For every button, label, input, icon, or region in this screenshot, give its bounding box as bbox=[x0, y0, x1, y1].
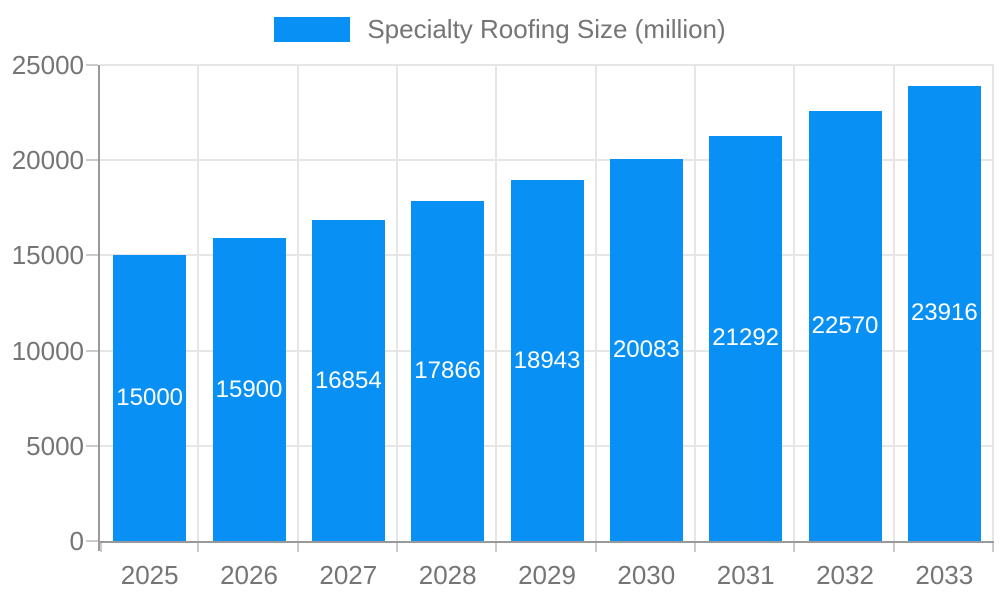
gridline-horizontal bbox=[100, 64, 994, 66]
x-axis-tick bbox=[197, 543, 200, 552]
gridline-vertical bbox=[495, 65, 498, 541]
x-tick-label: 2026 bbox=[220, 560, 278, 590]
y-axis-tick bbox=[86, 540, 98, 542]
bar: 16854 bbox=[311, 220, 385, 541]
y-axis-tick bbox=[86, 254, 98, 257]
y-tick-label: 5000 bbox=[26, 430, 84, 461]
x-axis-tick bbox=[100, 543, 102, 552]
y-axis-tick bbox=[86, 64, 98, 66]
plot-area: 15000 15900 16854 17866 18943 20083 21292 22570… bbox=[86, 64, 994, 552]
bar: 22570 bbox=[808, 111, 882, 541]
x-axis-tick bbox=[396, 543, 398, 552]
x-axis-line bbox=[98, 541, 994, 543]
y-tick-label: 10000 bbox=[11, 335, 84, 366]
bar-value-label: 16854 bbox=[314, 366, 382, 394]
gridline-vertical bbox=[992, 65, 994, 541]
x-axis-tick bbox=[594, 543, 597, 552]
gridline-vertical bbox=[296, 65, 299, 541]
bar: 20083 bbox=[609, 158, 683, 541]
bar: 23916 bbox=[907, 85, 981, 541]
y-tick-label: 15000 bbox=[11, 240, 84, 271]
y-tick-label: 20000 bbox=[11, 145, 84, 176]
y-tick-label: 25000 bbox=[11, 50, 84, 80]
x-axis-labels: 2025 2026 2027 2028 2029 2030 2031 2032 2033 bbox=[100, 541, 994, 591]
bar-value-label: 21292 bbox=[712, 324, 780, 352]
x-tick-label: 2025 bbox=[120, 560, 179, 590]
y-axis-tick bbox=[86, 349, 98, 352]
x-tick-label: 2031 bbox=[716, 560, 775, 590]
bar-value-label: 15000 bbox=[116, 384, 184, 412]
gridline-horizontal bbox=[100, 159, 994, 162]
x-tick-label: 2032 bbox=[816, 560, 874, 590]
x-tick-label: 2029 bbox=[518, 560, 576, 590]
legend-label: Specialty Roofing Size (million) bbox=[367, 14, 726, 44]
x-tick-label: 2030 bbox=[617, 560, 676, 590]
x-axis-tick bbox=[892, 543, 895, 552]
y-axis-tick bbox=[86, 444, 98, 447]
chart-legend: Specialty Roofing Size (million) bbox=[0, 14, 1000, 45]
gridline-vertical bbox=[396, 65, 398, 541]
y-axis-line bbox=[98, 65, 100, 551]
legend-swatch bbox=[274, 17, 351, 42]
bar: 17866 bbox=[411, 200, 485, 541]
bar: 15900 bbox=[212, 238, 286, 541]
y-axis-labels: 0 5000 10000 15000 20000 25000 bbox=[0, 50, 84, 556]
y-tick-label: 0 bbox=[69, 526, 84, 556]
bar-value-label: 22570 bbox=[811, 312, 879, 340]
gridline-vertical bbox=[197, 65, 200, 541]
bar-value-label: 20083 bbox=[612, 335, 680, 363]
bar: 21292 bbox=[709, 135, 783, 541]
gridline-vertical bbox=[892, 65, 895, 541]
x-axis-tick bbox=[694, 543, 696, 552]
x-axis-tick bbox=[793, 543, 796, 552]
bar-value-label: 15900 bbox=[215, 375, 283, 403]
x-axis-tick bbox=[296, 543, 299, 552]
gridline-vertical bbox=[694, 65, 696, 541]
x-axis-tick bbox=[992, 543, 994, 552]
x-axis-tick bbox=[495, 543, 498, 552]
x-tick-label: 2033 bbox=[915, 560, 974, 590]
bar: 18943 bbox=[510, 180, 584, 541]
bar-value-label: 17866 bbox=[414, 356, 482, 384]
bar-value-label: 18943 bbox=[513, 346, 581, 374]
x-tick-label: 2027 bbox=[319, 560, 378, 590]
x-tick-label: 2028 bbox=[418, 560, 477, 590]
bar: 15000 bbox=[113, 255, 187, 541]
gridline-vertical bbox=[594, 65, 597, 541]
y-axis-tick bbox=[86, 159, 98, 162]
bar-value-label: 23916 bbox=[910, 299, 978, 327]
gridline-vertical bbox=[793, 65, 796, 541]
